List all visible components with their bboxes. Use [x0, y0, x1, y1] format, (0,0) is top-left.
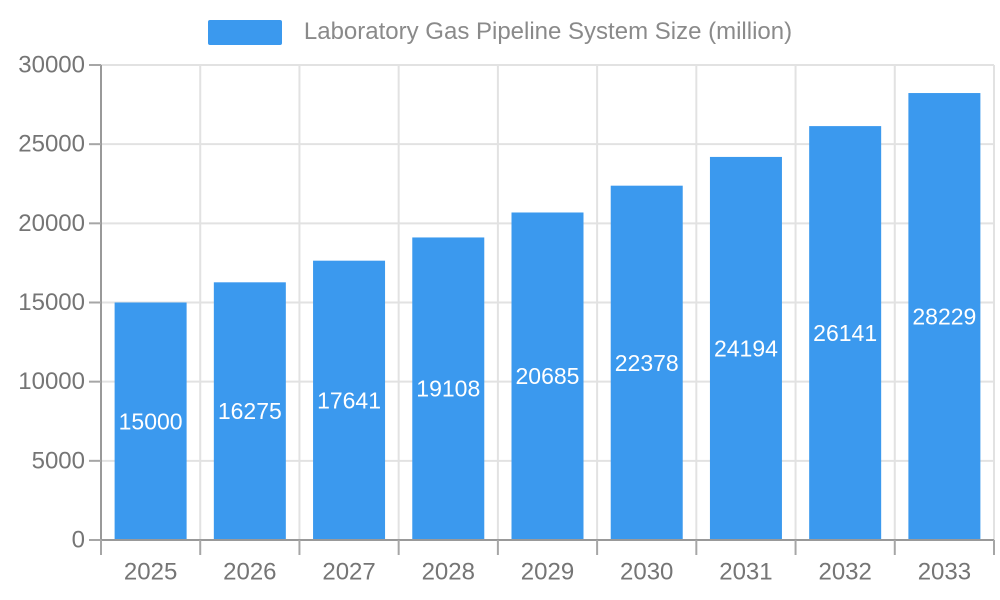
- y-tick-label: 20000: [18, 210, 85, 237]
- bar-value-label: 17641: [317, 387, 381, 413]
- x-tick-label: 2026: [223, 559, 276, 586]
- bar[interactable]: [213, 282, 286, 540]
- bar-value-label: 28229: [912, 304, 976, 330]
- legend-label: Laboratory Gas Pipeline System Size (mil…: [303, 18, 793, 45]
- y-tick-label: 10000: [18, 368, 85, 395]
- x-tick-label: 2032: [818, 559, 871, 586]
- bar[interactable]: [313, 260, 386, 540]
- bar[interactable]: [610, 185, 683, 540]
- legend-item[interactable]: Laboratory Gas Pipeline System Size (mil…: [0, 16, 1000, 48]
- bar-value-label: 26141: [813, 320, 877, 346]
- bar-value-label: 15000: [119, 408, 183, 434]
- bar-value-label: 16275: [218, 398, 282, 424]
- bar[interactable]: [809, 126, 882, 540]
- bar-value-label: 19108: [416, 376, 480, 402]
- x-tick-label: 2031: [719, 559, 772, 586]
- x-tick-label: 2028: [422, 559, 475, 586]
- x-tick-label: 2027: [322, 559, 375, 586]
- x-tick-label: 2029: [521, 559, 574, 586]
- bar-value-label: 24194: [714, 335, 778, 361]
- y-tick-label: 30000: [18, 52, 85, 79]
- x-tick-label: 2030: [620, 559, 673, 586]
- y-tick-label: 0: [72, 527, 85, 554]
- bar[interactable]: [511, 212, 584, 541]
- x-tick-label: 2025: [124, 559, 177, 586]
- bar[interactable]: [709, 156, 782, 540]
- bar[interactable]: [114, 302, 187, 541]
- legend-swatch-icon: [207, 19, 282, 45]
- bar-value-label: 22378: [615, 350, 679, 376]
- x-tick-label: 2033: [918, 559, 971, 586]
- bar[interactable]: [412, 237, 485, 540]
- y-tick-label: 15000: [18, 289, 85, 316]
- y-tick-label: 5000: [32, 447, 85, 474]
- bar[interactable]: [908, 93, 981, 540]
- y-tick-label: 25000: [18, 131, 85, 158]
- bar-value-label: 20685: [516, 363, 580, 389]
